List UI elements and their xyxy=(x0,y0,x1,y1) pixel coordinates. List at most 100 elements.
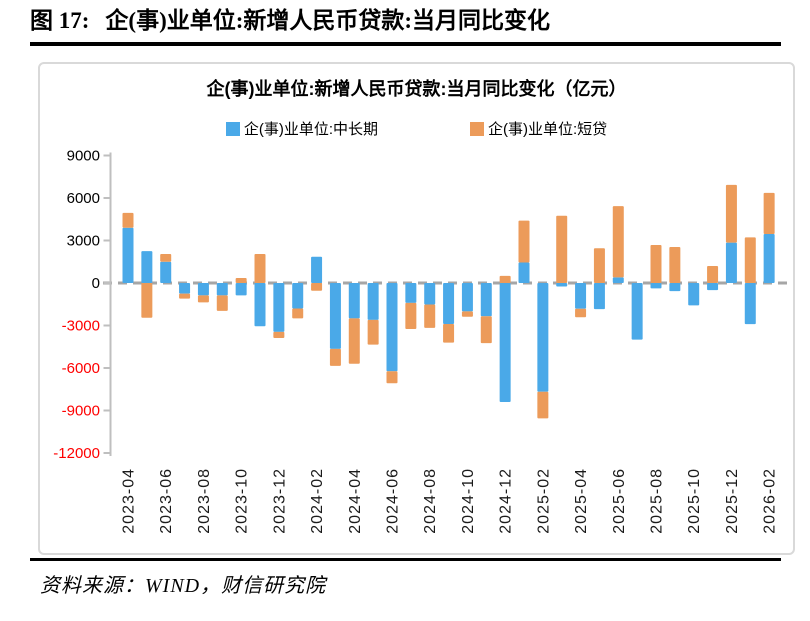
bar-2025-03-zhongchangqi xyxy=(556,283,568,287)
chart-title: 企(事)业单位:新增人民币贷款:当月同比变化（亿元） xyxy=(206,79,627,99)
bar-2023-08-zhongchangqi xyxy=(197,283,209,296)
x-tick-label: 2025-02 xyxy=(535,468,552,534)
bar-2024-09-duandai xyxy=(443,323,455,343)
bar-2023-10-duandai xyxy=(235,278,247,283)
chart-panel: 企(事)业单位:新增人民币贷款:当月同比变化（亿元） 企(事)业单位:中长期 企… xyxy=(38,62,795,555)
x-tick-label: 2024-08 xyxy=(422,468,439,534)
bar-2026-02-zhongchangqi xyxy=(763,233,775,283)
y-tick-label: 6000 xyxy=(67,190,100,207)
figure-number: 图 17: xyxy=(30,8,90,33)
chart-legend: 企(事)业单位:中长期 企(事)业单位:短贷 xyxy=(40,118,793,139)
x-tick-label: 2023-12 xyxy=(271,468,288,534)
bar-2026-02-duandai xyxy=(763,192,775,234)
y-tick-label: -6000 xyxy=(62,360,100,377)
bar-2024-12-duandai xyxy=(499,275,511,283)
bar-2025-09-duandai xyxy=(669,247,681,283)
x-tick-label: 2025-08 xyxy=(648,468,665,534)
bar-2024-03-duandai xyxy=(329,348,341,366)
bar-2023-11-zhongchangqi xyxy=(254,283,266,327)
x-tick-label: 2024-10 xyxy=(460,468,477,534)
bar-2025-04-duandai xyxy=(575,308,587,318)
bar-2023-09-duandai xyxy=(216,295,228,311)
bar-2025-07-zhongchangqi xyxy=(631,283,643,340)
x-tick-label: 2025-06 xyxy=(611,468,628,534)
bar-2026-01-zhongchangqi xyxy=(744,283,756,325)
x-tick-label: 2023-08 xyxy=(196,468,213,534)
bar-2024-07-duandai xyxy=(405,302,417,330)
bar-2024-01-zhongchangqi xyxy=(292,283,304,309)
legend-swatch-blue-icon xyxy=(225,121,240,136)
bar-2023-10-zhongchangqi xyxy=(235,283,247,296)
bar-2023-04-zhongchangqi xyxy=(122,227,134,283)
bar-2024-02-zhongchangqi xyxy=(311,256,323,283)
legend-item-medium-long-term: 企(事)业单位:中长期 xyxy=(225,118,378,139)
bar-2025-12-duandai xyxy=(725,184,737,243)
x-tick-label: 2026-02 xyxy=(762,468,779,534)
x-tick-label: 2023-06 xyxy=(158,468,175,534)
bar-2024-04-zhongchangqi xyxy=(348,283,360,319)
bar-2025-02-duandai xyxy=(537,391,549,419)
bar-2025-08-zhongchangqi xyxy=(650,283,662,289)
bar-2025-03-duandai xyxy=(556,215,568,283)
bar-2025-10-zhongchangqi xyxy=(688,283,700,306)
bar-2024-05-zhongchangqi xyxy=(367,283,379,320)
bar-2024-09-zhongchangqi xyxy=(443,283,455,324)
bar-2025-06-duandai xyxy=(612,206,624,278)
y-tick-label: -3000 xyxy=(62,318,100,335)
bar-2023-06-zhongchangqi xyxy=(160,261,172,283)
bar-2025-04-zhongchangqi xyxy=(575,283,587,309)
bar-2023-11-duandai xyxy=(254,253,266,283)
x-tick-label: 2025-04 xyxy=(573,468,590,534)
bar-2024-01-duandai xyxy=(292,308,304,319)
bar-2024-04-duandai xyxy=(348,318,360,364)
bar-2023-08-duandai xyxy=(197,295,209,303)
bar-2024-08-duandai xyxy=(424,304,436,328)
bar-2024-06-zhongchangqi xyxy=(386,283,398,372)
bar-2023-06-duandai xyxy=(160,253,172,262)
legend-swatch-orange-icon xyxy=(470,121,484,136)
y-tick-label: -9000 xyxy=(62,403,100,420)
x-tick-label: 2024-04 xyxy=(347,468,364,534)
x-tick-label: 2025-10 xyxy=(686,468,703,534)
bar-2024-11-duandai xyxy=(480,316,492,344)
bar-2025-11-duandai xyxy=(707,266,719,283)
bar-2025-05-duandai xyxy=(593,248,605,283)
bar-2024-10-zhongchangqi xyxy=(461,283,473,312)
bar-2025-06-zhongchangqi xyxy=(612,277,624,283)
x-tick-label: 2025-12 xyxy=(724,468,741,534)
bar-2025-01-zhongchangqi xyxy=(518,262,530,283)
bar-2025-12-zhongchangqi xyxy=(725,242,737,283)
plot-area: 9000 6000 3000 0 -3000 -6000 -9000 -12000 2023-0… xyxy=(53,148,789,534)
bar-2025-05-zhongchangqi xyxy=(593,283,605,310)
bar-2024-12-zhongchangqi xyxy=(499,283,511,402)
bar-2024-07-zhongchangqi xyxy=(405,283,417,303)
bar-2025-01-duandai xyxy=(518,220,530,263)
x-tick-label: 2024-06 xyxy=(384,468,401,534)
legend-item-short-loan: 企(事)业单位:短贷 xyxy=(470,118,607,139)
bar-2023-12-zhongchangqi xyxy=(273,283,285,332)
x-tick-label: 2023-10 xyxy=(234,468,251,534)
bar-2023-05-duandai xyxy=(141,283,153,318)
legend-label-medium-long-term: 企(事)业单位:中长期 xyxy=(243,121,378,138)
bar-2025-11-zhongchangqi xyxy=(707,283,719,291)
bar-2023-07-zhongchangqi xyxy=(179,283,191,294)
y-tick-label: -12000 xyxy=(53,445,100,462)
bar-2024-06-duandai xyxy=(386,371,398,384)
y-tick-label: 0 xyxy=(92,275,100,292)
bar-2025-09-zhongchangqi xyxy=(669,283,681,292)
bar-2023-12-duandai xyxy=(273,331,285,338)
bar-2024-08-zhongchangqi xyxy=(424,283,436,305)
bar-2023-04-duandai xyxy=(122,212,134,228)
bar-2024-05-duandai xyxy=(367,319,379,345)
bar-2024-02-duandai xyxy=(311,283,323,291)
bar-2024-11-zhongchangqi xyxy=(480,283,492,317)
bar-2024-03-zhongchangqi xyxy=(329,283,341,349)
bar-2026-01-duandai xyxy=(744,237,756,283)
bar-2023-05-zhongchangqi xyxy=(141,251,153,283)
figure-title-text: 企(事)业单位:新增人民币贷款:当月同比变化 xyxy=(105,8,551,33)
bar-2023-07-duandai xyxy=(179,293,191,299)
y-tick-label: 9000 xyxy=(67,148,100,165)
bar-2025-02-zhongchangqi xyxy=(537,283,549,392)
source-note: 资料来源：WIND，财信研究院 xyxy=(40,575,327,597)
bar-2023-09-zhongchangqi xyxy=(216,283,228,296)
